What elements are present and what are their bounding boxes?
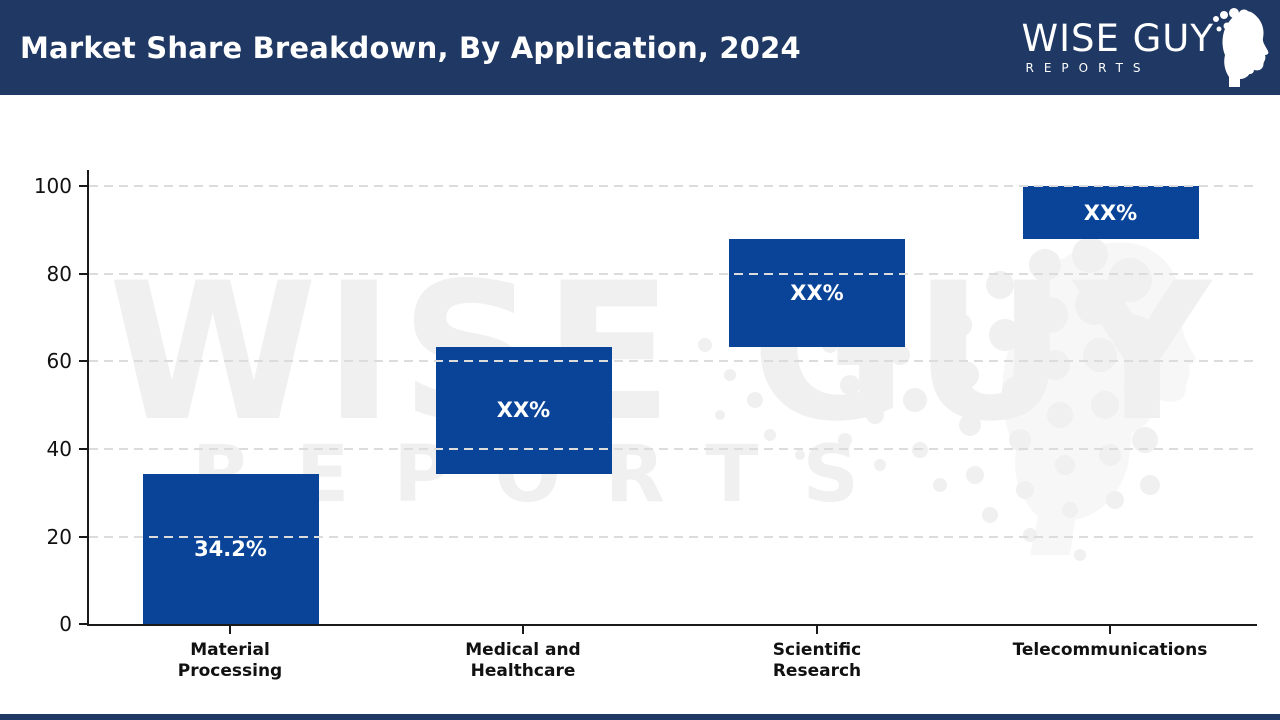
category-line: Healthcare [470,661,576,681]
footer-band [0,714,1280,720]
dotted-head-logo-icon [1213,7,1269,87]
y-tick-label: 100 [33,174,72,198]
gridline-80 [89,273,1257,275]
gridline-40 [89,448,1257,450]
x-axis-line [87,624,1257,626]
category-line: Telecommunications [1012,640,1208,660]
x-tickmark-medical-and-healthcare [522,626,524,634]
category-line: Scientific [772,640,862,660]
y-tickmark-60 [79,360,88,362]
category-line: Medical and [465,640,581,660]
x-tickmark-material-processing [229,626,231,634]
x-category-label: Medical and Healthcare [408,640,638,682]
x-category-label: Telecommunications [995,640,1225,661]
y-axis-line [87,170,89,625]
brand-name: WISE GUY [1021,17,1214,60]
brand-subname: REPORTS [1025,61,1151,75]
bar-value-label: 34.2% [194,537,267,562]
y-tick-label: 80 [46,262,72,286]
category-line: Processing [177,661,283,681]
y-tickmark-80 [79,273,88,275]
bar-value-label: XX% [1083,200,1138,225]
bar-value-label: XX% [496,398,551,423]
gridline-20 [89,536,1257,538]
bar-telecommunications: XX% [1022,186,1199,240]
bar-material-processing: 34.2% [142,474,319,624]
y-tickmark-100 [79,185,88,187]
brand-logo-text: WISE GUY REPORTS [1022,20,1214,75]
y-tick-label: 40 [46,437,72,461]
brand-logo: WISE GUY REPORTS [1022,7,1280,88]
bar-medical-and-healthcare: XX% [435,346,612,475]
x-tickmark-scientific-research [816,626,818,634]
header-band: Market Share Breakdown, By Application, … [0,0,1280,95]
y-tick-label: 0 [59,612,72,636]
bar-scientific-research: XX% [729,239,905,347]
x-category-label: Material Processing [115,640,345,682]
y-tick-label: 60 [46,349,72,373]
y-tickmark-40 [79,448,88,450]
gridline-100 [89,185,1257,187]
category-line: Material [190,640,270,660]
y-tickmark-0 [79,623,88,625]
y-tickmark-20 [79,536,88,538]
category-line: Research [772,661,862,681]
y-tick-label: 20 [46,525,72,549]
x-category-label: Scientific Research [702,640,932,682]
gridline-60 [89,360,1257,362]
bar-value-label: XX% [790,280,844,305]
x-tickmark-telecommunications [1109,626,1111,634]
chart-title: Market Share Breakdown, By Application, … [20,30,801,65]
watermark-dotted-head-icon [698,237,1196,561]
